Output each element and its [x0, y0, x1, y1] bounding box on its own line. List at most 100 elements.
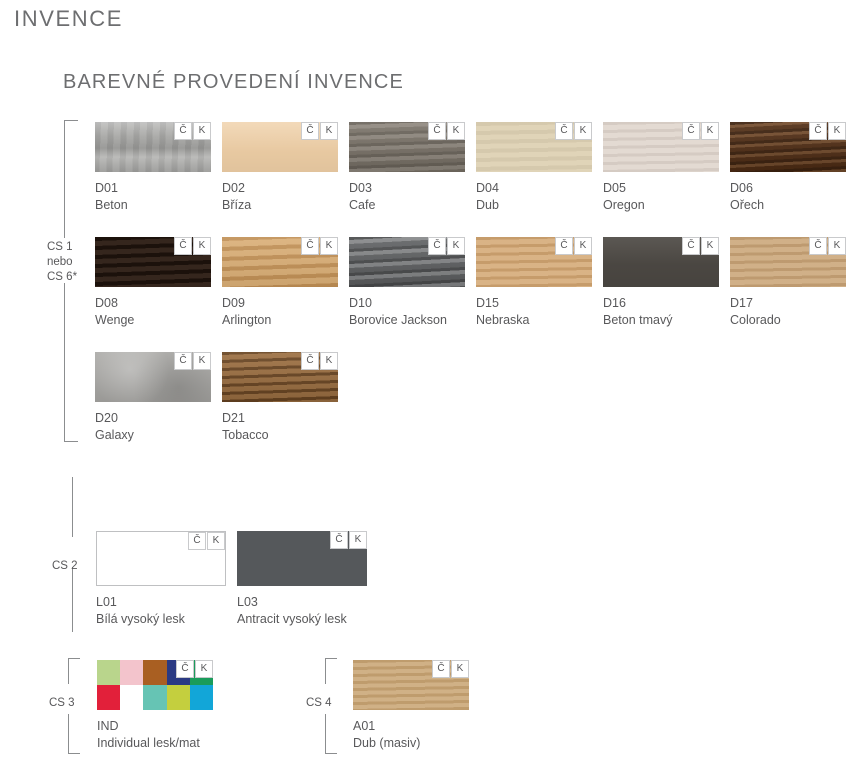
badge-group: Č K — [555, 237, 592, 255]
color-swatch[interactable]: Č K — [349, 122, 465, 172]
swatch-cell[interactable]: Č K D17 Colorado — [730, 237, 846, 327]
badge-k: K — [320, 237, 338, 255]
swatch-code: D04 — [476, 181, 499, 195]
swatch-cell[interactable]: Č K IND Individual lesk/mat — [97, 660, 213, 750]
badge-group: Č K — [301, 352, 338, 370]
swatch-cell[interactable]: Č K D02 Bříza — [222, 122, 338, 212]
swatch-cell[interactable]: Č K D08 Wenge — [95, 237, 211, 327]
color-swatch[interactable]: Č K — [95, 237, 211, 287]
swatch-cell[interactable]: Č K L01 Bílá vysoký lesk — [96, 531, 226, 626]
swatch-name: Bílá vysoký lesk — [96, 612, 185, 626]
badge-group: Č K — [330, 531, 367, 549]
badge-k: K — [828, 122, 846, 140]
swatch-cell[interactable]: Č K D05 Oregon — [603, 122, 719, 212]
badge-group: Č K — [809, 122, 846, 140]
badge-cz: Č — [301, 352, 319, 370]
swatch-cell[interactable]: Č K D15 Nebraska — [476, 237, 592, 327]
swatch-code: D20 — [95, 411, 118, 425]
badge-group: Č K — [174, 122, 211, 140]
badge-k: K — [447, 122, 465, 140]
swatch-cell[interactable]: Č K D10 Borovice Jackson — [349, 237, 465, 327]
color-swatch[interactable]: Č K — [97, 660, 213, 710]
badge-k: K — [193, 122, 211, 140]
group-bracket-cs1 — [64, 120, 78, 442]
color-swatch[interactable]: Č K — [222, 237, 338, 287]
swatch-code: D09 — [222, 296, 245, 310]
badge-group: Č K — [682, 237, 719, 255]
badge-group: Č K — [301, 237, 338, 255]
swatch-name: Galaxy — [95, 428, 134, 442]
swatch-cell[interactable]: Č K D06 Ořech — [730, 122, 846, 212]
color-swatch[interactable]: Č K — [603, 237, 719, 287]
swatch-name: Beton — [95, 198, 128, 212]
swatch-cell[interactable]: Č K D03 Cafe — [349, 122, 465, 212]
badge-cz: Č — [682, 122, 700, 140]
badge-group: Č K — [174, 237, 211, 255]
badge-group: Č K — [176, 660, 213, 678]
badge-group: Č K — [555, 122, 592, 140]
badge-cz: Č — [432, 660, 450, 678]
swatch-cell[interactable]: Č K A01 Dub (masiv) — [353, 660, 469, 750]
swatch-cell[interactable]: Č K D09 Arlington — [222, 237, 338, 327]
badge-k: K — [207, 532, 225, 550]
swatch-name: Wenge — [95, 313, 135, 327]
color-swatch[interactable]: Č K — [95, 122, 211, 172]
swatch-cell[interactable]: Č K D16 Beton tmavý — [603, 237, 719, 327]
section-title: BAREVNÉ PROVEDENÍ INVENCE — [63, 71, 404, 93]
badge-k: K — [574, 237, 592, 255]
group-label-cs2: CS 2 — [52, 560, 78, 572]
color-swatch[interactable]: Č K — [237, 531, 367, 586]
badge-k: K — [451, 660, 469, 678]
badge-group: Č K — [809, 237, 846, 255]
swatch-code: A01 — [353, 719, 376, 733]
color-swatch[interactable]: Č K — [222, 352, 338, 402]
badge-cz: Č — [176, 660, 194, 678]
color-swatch[interactable]: Č K — [603, 122, 719, 172]
color-swatch[interactable]: Č K — [353, 660, 469, 710]
color-swatch[interactable]: Č K — [730, 122, 846, 172]
swatch-code: D08 — [95, 296, 118, 310]
swatch-name: Ořech — [730, 198, 765, 212]
badge-group: Č K — [428, 237, 465, 255]
swatch-name: Bříza — [222, 198, 252, 212]
color-swatch[interactable]: Č K — [96, 531, 226, 586]
swatch-name: Dub — [476, 198, 499, 212]
swatch-cell[interactable]: Č K D21 Tobacco — [222, 352, 338, 442]
color-swatch[interactable]: Č K — [95, 352, 211, 402]
badge-cz: Č — [555, 237, 573, 255]
badge-k: K — [701, 237, 719, 255]
swatch-cell[interactable]: Č K L03 Antracit vysoký lesk — [237, 531, 367, 626]
swatch-code: D21 — [222, 411, 245, 425]
badge-cz: Č — [174, 237, 192, 255]
color-swatch[interactable]: Č K — [476, 122, 592, 172]
swatch-name: Cafe — [349, 198, 376, 212]
badge-group: Č K — [682, 122, 719, 140]
swatch-name: Beton tmavý — [603, 313, 673, 327]
swatch-cell[interactable]: Č K D01 Beton — [95, 122, 211, 212]
swatch-name: Borovice Jackson — [349, 313, 447, 327]
color-swatch[interactable]: Č K — [476, 237, 592, 287]
group-label-cs1: CS 1 nebo CS 6* — [47, 241, 78, 283]
color-swatch[interactable]: Č K — [349, 237, 465, 287]
badge-group: Č K — [301, 122, 338, 140]
badge-cz: Č — [174, 122, 192, 140]
swatch-name: Antracit vysoký lesk — [237, 612, 347, 626]
swatch-name: Tobacco — [222, 428, 269, 442]
group-bracket-cs2 — [72, 477, 73, 632]
badge-k: K — [195, 660, 213, 678]
badge-cz: Č — [682, 237, 700, 255]
swatch-name: Individual lesk/mat — [97, 736, 200, 750]
group-label-cs3: CS 3 — [49, 697, 75, 709]
palette-cell — [120, 685, 144, 710]
swatch-cell[interactable]: Č K D20 Galaxy — [95, 352, 211, 442]
color-swatch[interactable]: Č K — [730, 237, 846, 287]
swatch-code: D15 — [476, 296, 499, 310]
color-swatch[interactable]: Č K — [222, 122, 338, 172]
badge-cz: Č — [428, 237, 446, 255]
badge-cz: Č — [301, 122, 319, 140]
badge-cz: Č — [174, 352, 192, 370]
swatch-code: IND — [97, 719, 119, 733]
badge-group: Č K — [428, 122, 465, 140]
swatch-code: D03 — [349, 181, 372, 195]
swatch-cell[interactable]: Č K D04 Dub — [476, 122, 592, 212]
